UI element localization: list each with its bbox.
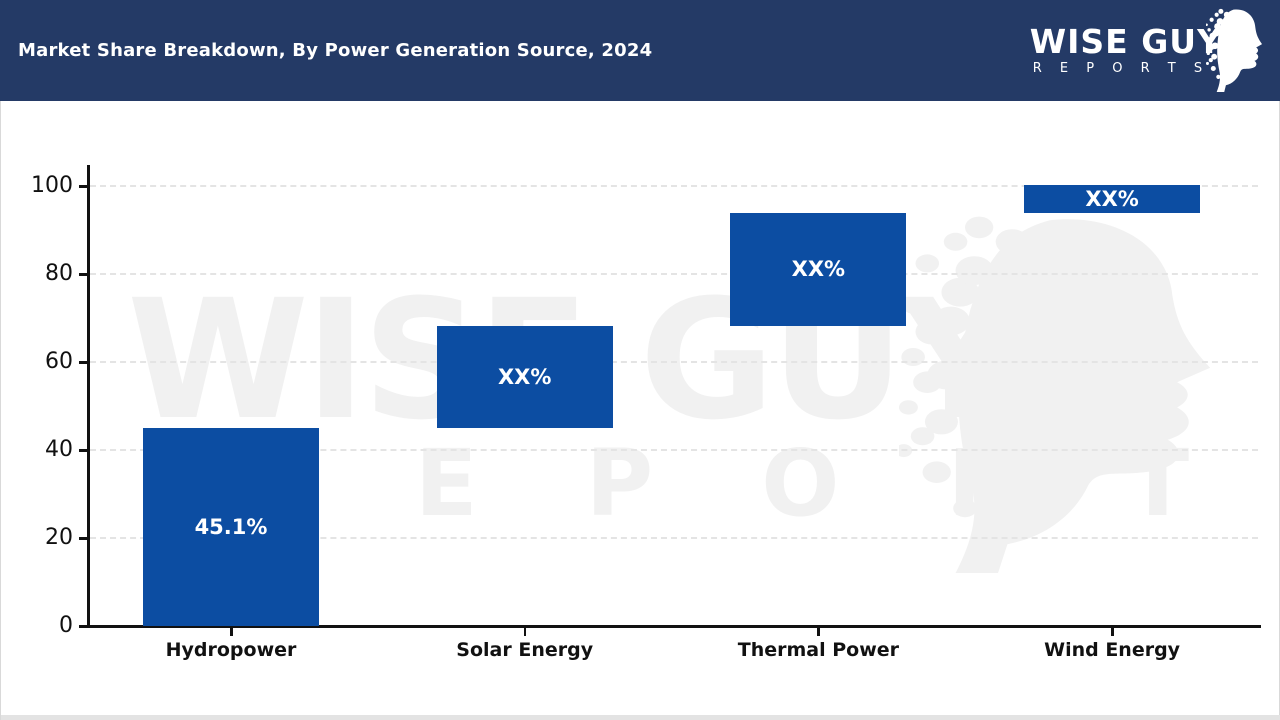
gridline-40 [90, 449, 1258, 451]
bar-value-label: XX% [1085, 186, 1139, 211]
y-tick-label: 60 [45, 349, 73, 374]
gridline-100 [90, 185, 1258, 187]
x-category-label: Wind Energy [1044, 639, 1181, 661]
bar-solar-energy [436, 325, 613, 428]
y-axis-line [87, 165, 90, 628]
bar-wind-energy [1024, 184, 1201, 213]
wise-guy-face-icon [1206, 8, 1263, 92]
wise-guy-logo: WISE GUY R E P O R T S [1030, 0, 1266, 101]
x-tick-mark [817, 628, 820, 636]
y-tick-mark [79, 361, 88, 364]
x-category-label: Solar Energy [456, 639, 594, 661]
bar-thermal-power [730, 212, 907, 326]
chart-area: WISE GUY R E P O R T S 02040608010045.1%… [0, 101, 1280, 720]
x-tick-mark [1111, 628, 1114, 636]
y-tick-label: 0 [59, 613, 73, 638]
page-title: Market Share Breakdown, By Power Generat… [18, 40, 653, 61]
gridline-80 [90, 273, 1258, 275]
x-category-label: Thermal Power [737, 639, 900, 661]
logo-subtext: R E P O R T S [1032, 61, 1210, 76]
y-tick-label: 40 [45, 437, 73, 462]
header-bar: Market Share Breakdown, By Power Generat… [0, 0, 1280, 101]
y-tick-mark [79, 449, 88, 452]
y-tick-mark [79, 273, 88, 276]
bottom-border-strip [1, 715, 1280, 720]
x-category-label: Hydropower [165, 639, 297, 661]
y-tick-label: 20 [45, 525, 73, 550]
x-tick-mark [523, 628, 527, 636]
bar-hydropower [143, 427, 319, 626]
y-tick-mark [79, 537, 88, 540]
bar-value-label: 45.1% [194, 514, 268, 539]
y-tick-mark [79, 185, 88, 188]
watermark-face-icon [899, 216, 1211, 573]
logo-text: WISE GUY R E P O R T S [1030, 25, 1222, 76]
y-tick-label: 80 [45, 261, 73, 286]
logo-wordmark: WISE GUY [1029, 22, 1222, 61]
y-tick-mark [79, 625, 88, 628]
bar-value-label: XX% [791, 257, 846, 282]
x-axis-line [87, 625, 1261, 628]
gridline-20 [90, 537, 1258, 539]
bar-value-label: XX% [497, 364, 552, 389]
y-tick-label: 100 [31, 173, 73, 198]
gridline-60 [90, 361, 1258, 363]
x-tick-mark [230, 628, 233, 636]
